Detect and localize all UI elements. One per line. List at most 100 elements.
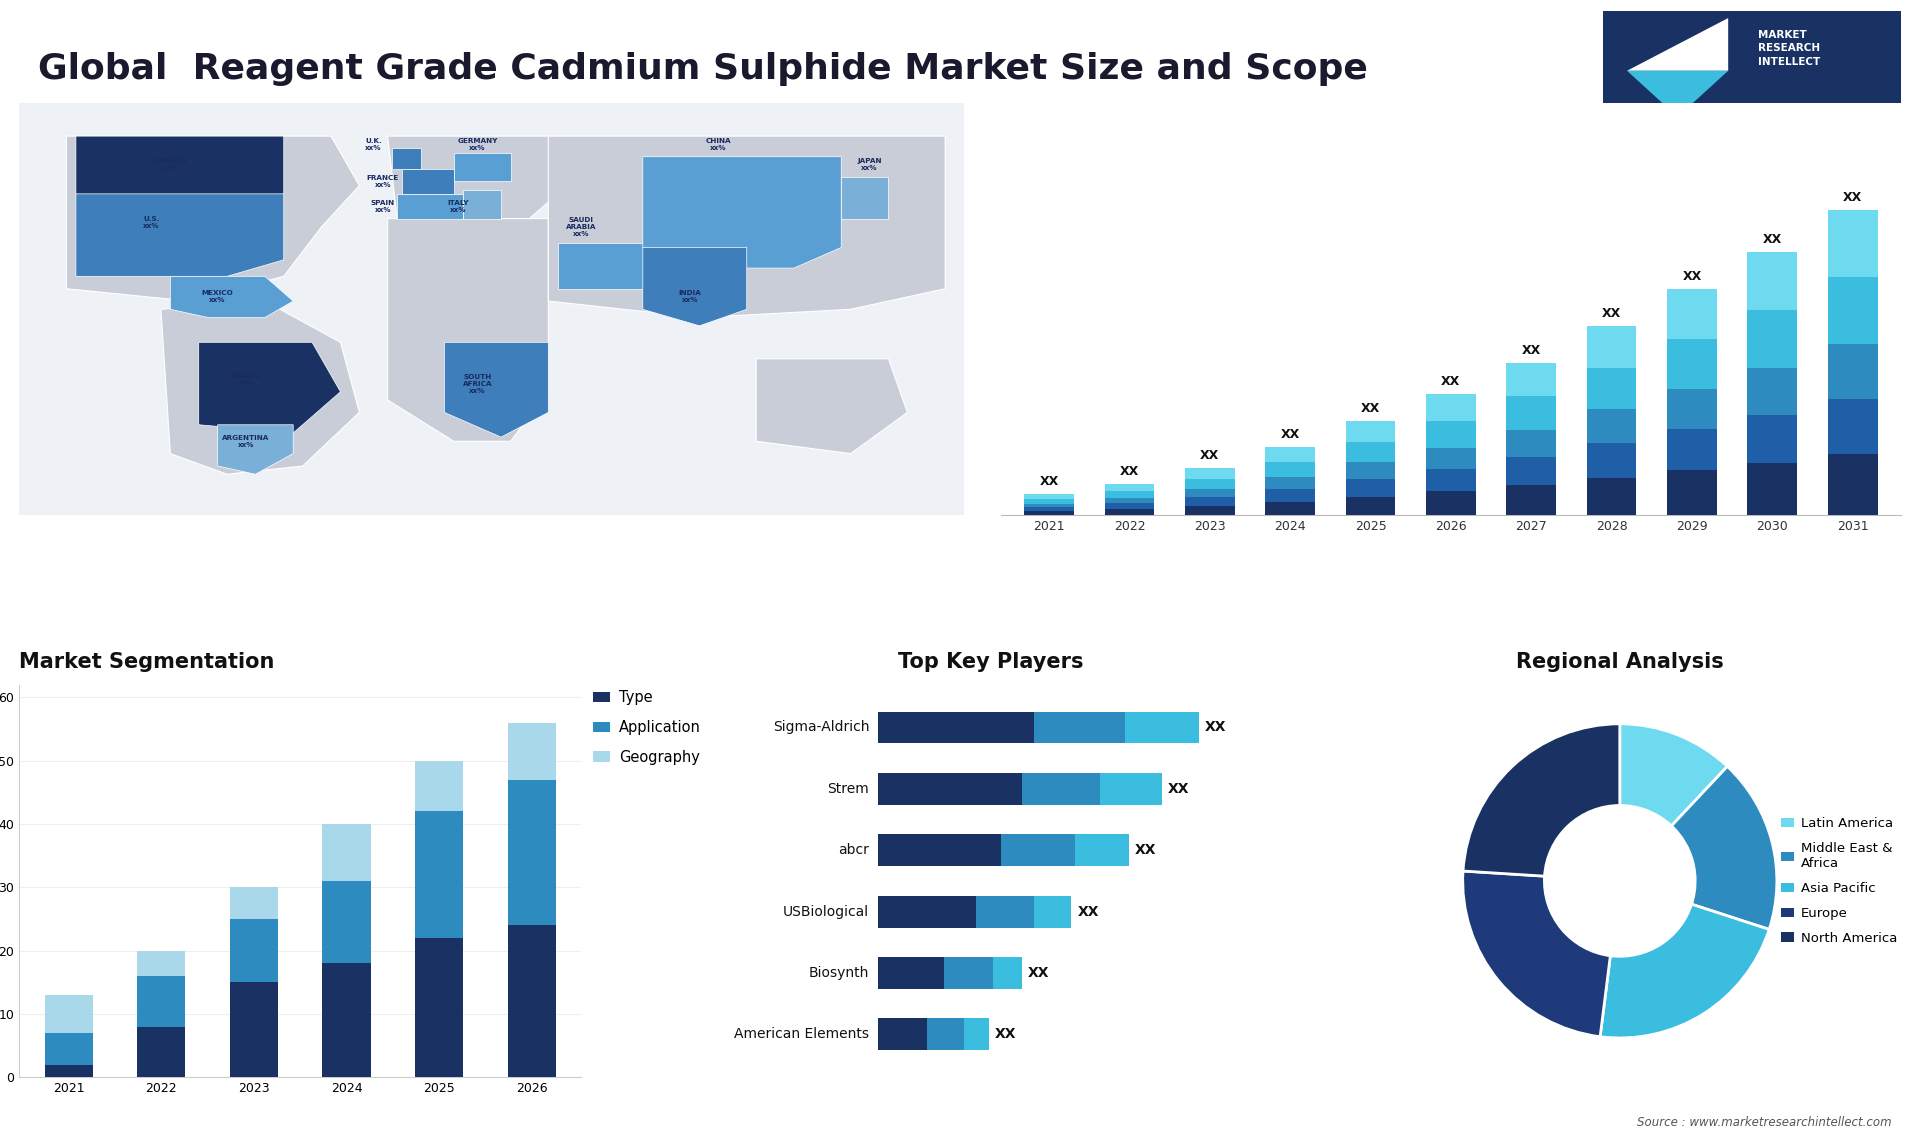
Bar (877, 712, 1035, 744)
Polygon shape (453, 152, 511, 181)
Polygon shape (643, 248, 747, 325)
Bar (507, 722, 555, 779)
Bar (1023, 494, 1073, 499)
Polygon shape (392, 149, 420, 170)
Bar (230, 919, 278, 982)
Text: JAPAN
xx%: JAPAN xx% (858, 158, 881, 172)
Bar (1185, 497, 1235, 507)
Bar (1667, 430, 1716, 470)
Bar (1265, 502, 1315, 516)
Bar (1265, 489, 1315, 502)
Polygon shape (171, 276, 294, 317)
Text: MEXICO
xx%: MEXICO xx% (202, 290, 234, 304)
Text: SAUDI
ARABIA
xx%: SAUDI ARABIA xx% (566, 217, 597, 237)
Text: FRANCE
xx%: FRANCE xx% (367, 175, 399, 188)
Text: MARKET
RESEARCH
INTELLECT: MARKET RESEARCH INTELLECT (1759, 30, 1820, 66)
Bar (1828, 455, 1878, 516)
Bar (1104, 503, 1154, 509)
Bar (1586, 409, 1636, 444)
Wedge shape (1672, 767, 1776, 929)
Text: SOUTH
AFRICA
xx%: SOUTH AFRICA xx% (463, 374, 492, 393)
Bar (927, 1019, 964, 1050)
Polygon shape (1603, 11, 1901, 143)
Bar (44, 1033, 92, 1065)
Polygon shape (67, 136, 359, 301)
Bar (1747, 311, 1797, 368)
Text: XX: XX (1521, 344, 1542, 356)
Bar (1427, 421, 1476, 448)
Wedge shape (1620, 724, 1728, 826)
Polygon shape (549, 136, 945, 317)
Polygon shape (401, 170, 453, 194)
Bar (1586, 368, 1636, 409)
Polygon shape (388, 136, 566, 219)
Bar (1667, 388, 1716, 430)
Bar (230, 887, 278, 919)
Text: CANADA
xx%: CANADA xx% (154, 158, 188, 172)
Wedge shape (1599, 904, 1768, 1038)
Bar (1747, 252, 1797, 311)
Bar (1427, 448, 1476, 470)
Title: Regional Analysis: Regional Analysis (1517, 652, 1724, 672)
Text: XX: XX (1601, 307, 1620, 320)
Bar (1185, 468, 1235, 479)
Bar (1507, 457, 1555, 485)
Wedge shape (1463, 871, 1611, 1037)
Bar (1035, 896, 1071, 927)
Polygon shape (756, 359, 908, 454)
Text: Sigma-Aldrich: Sigma-Aldrich (774, 721, 870, 735)
Text: abcr: abcr (839, 843, 870, 857)
Text: XX: XX (995, 1027, 1016, 1042)
Bar (230, 982, 278, 1077)
Bar (1507, 363, 1555, 397)
Bar (1265, 477, 1315, 489)
Bar (138, 950, 186, 976)
Text: SPAIN
xx%: SPAIN xx% (371, 199, 396, 213)
Bar (1265, 447, 1315, 462)
Polygon shape (463, 190, 501, 219)
Text: XX: XX (1135, 843, 1156, 857)
Polygon shape (444, 343, 549, 437)
Title: Top Key Players: Top Key Players (899, 652, 1083, 672)
Text: CHINA
xx%: CHINA xx% (705, 138, 732, 151)
Text: BRAZIL
xx%: BRAZIL xx% (232, 372, 261, 386)
Bar (1346, 441, 1396, 462)
Text: XX: XX (1682, 270, 1701, 283)
Bar (323, 881, 371, 964)
Bar (1667, 289, 1716, 339)
Bar (993, 957, 1021, 989)
Wedge shape (1463, 724, 1620, 877)
Polygon shape (397, 194, 463, 219)
Bar (1035, 712, 1125, 744)
Legend: Type, Application, Geography: Type, Application, Geography (588, 684, 707, 770)
Bar (1104, 490, 1154, 497)
Polygon shape (643, 157, 841, 268)
Bar (1427, 470, 1476, 492)
Bar (1023, 499, 1073, 504)
Text: XX: XX (1039, 476, 1058, 488)
Polygon shape (559, 243, 653, 289)
Bar (1507, 485, 1555, 516)
Text: ARGENTINA
xx%: ARGENTINA xx% (223, 434, 269, 448)
Bar (1346, 479, 1396, 496)
Bar (1104, 484, 1154, 490)
Text: Biosynth: Biosynth (808, 966, 870, 980)
Bar (1023, 504, 1073, 508)
Bar (877, 834, 1000, 866)
Bar (1100, 772, 1162, 804)
Text: XX: XX (1763, 233, 1782, 246)
Text: U.S.
xx%: U.S. xx% (144, 217, 159, 229)
Bar (415, 811, 463, 937)
Polygon shape (388, 219, 549, 441)
Bar (877, 1019, 927, 1050)
Text: INDIA
xx%: INDIA xx% (678, 290, 701, 304)
Polygon shape (1626, 71, 1728, 117)
Bar (1828, 210, 1878, 277)
Text: XX: XX (1077, 904, 1098, 919)
Bar (138, 1027, 186, 1077)
Bar (1185, 489, 1235, 497)
Bar (1104, 497, 1154, 503)
Bar (877, 896, 977, 927)
Text: XX: XX (1206, 721, 1227, 735)
Bar (1667, 470, 1716, 516)
